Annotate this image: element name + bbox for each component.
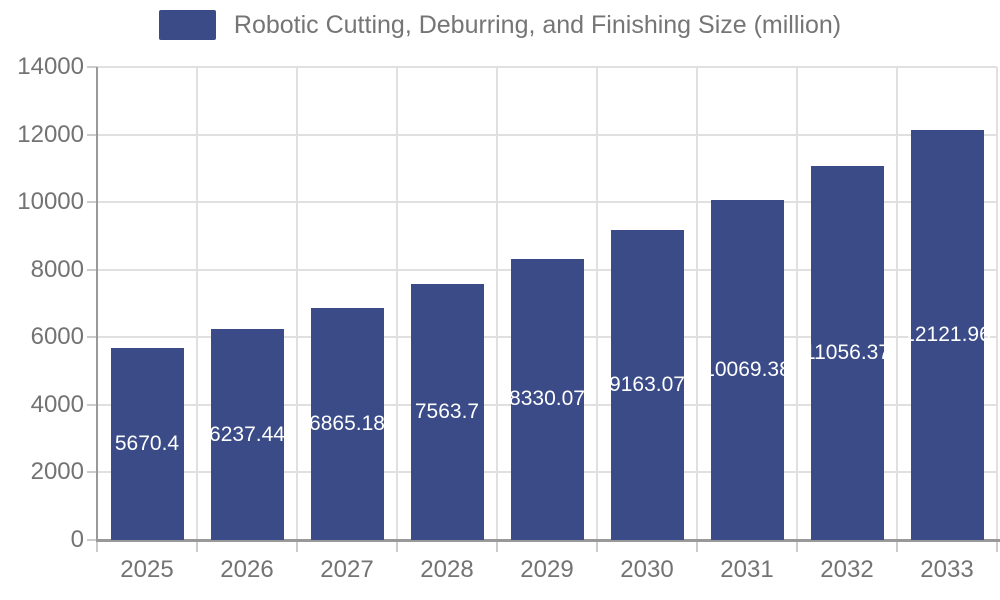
bar-2027[interactable]: 6865.18 (309, 308, 385, 540)
x-axis-tick (696, 540, 698, 552)
gridline-vertical (696, 67, 698, 540)
x-axis-line (96, 539, 1000, 542)
bar-value-label: 9163.07 (609, 373, 685, 397)
x-axis-label: 2030 (620, 556, 674, 583)
x-axis-label: 2025 (120, 556, 174, 583)
x-axis-label: 2032 (820, 556, 874, 583)
bar-value-label: 11056.37 (803, 341, 891, 365)
x-axis-tick (896, 540, 898, 552)
gridline-vertical (496, 67, 498, 540)
y-axis-label: 0 (70, 526, 84, 553)
bar-2025[interactable]: 5670.4 (110, 348, 184, 540)
bar-value-label: 10069.38 (703, 357, 791, 381)
x-axis-label: 2026 (220, 556, 274, 583)
x-axis-tick (596, 540, 598, 552)
gridline-vertical (396, 67, 398, 540)
y-axis-label: 14000 (17, 53, 84, 80)
y-axis-tick (87, 336, 97, 339)
y-axis-tick (87, 201, 97, 204)
x-axis-tick (996, 540, 998, 552)
bar-2028[interactable]: 7563.7 (410, 284, 484, 540)
bar-2026[interactable]: 6237.44 (209, 329, 285, 540)
y-axis-label: 8000 (30, 255, 84, 283)
gridline-vertical (896, 67, 898, 540)
x-axis-tick (496, 540, 498, 552)
bar-value-label: 12121.96 (903, 323, 991, 347)
y-axis-tick (87, 268, 97, 271)
gridline-vertical (596, 67, 598, 540)
y-axis-label: 12000 (17, 120, 84, 148)
gridline-horizontal (97, 201, 997, 204)
gridline-vertical (196, 67, 198, 540)
y-axis-line (96, 67, 98, 540)
x-axis-label: 2029 (520, 556, 574, 583)
x-axis-tick (96, 540, 98, 552)
legend-label: Robotic Cutting, Deburring, and Finishin… (233, 11, 842, 39)
x-axis-tick (196, 540, 198, 552)
y-axis-tick (87, 66, 97, 68)
bar-2032[interactable]: 11056.37 (804, 166, 890, 540)
gridline-vertical (296, 67, 298, 540)
x-axis-tick (396, 540, 398, 552)
x-axis-label: 2027 (320, 556, 374, 583)
gridline-vertical (796, 67, 798, 540)
bar-value-label: 6865.18 (309, 412, 385, 436)
x-axis-label: 2028 (420, 556, 474, 583)
bar-2030[interactable]: 9163.07 (609, 230, 685, 540)
x-axis-tick (296, 540, 298, 552)
y-axis-tick (87, 403, 97, 406)
gridline-horizontal (97, 133, 997, 136)
x-axis-tick (796, 540, 798, 552)
legend-item[interactable]: Robotic Cutting, Deburring, and Finishin… (0, 10, 1000, 40)
bar-value-label: 8330.07 (509, 387, 585, 411)
y-axis-tick (87, 539, 97, 541)
bar-value-label: 5670.4 (114, 432, 180, 456)
bar-value-label: 6237.44 (209, 422, 285, 446)
y-axis-label: 4000 (30, 390, 84, 418)
y-axis-tick (87, 133, 97, 136)
bar-2029[interactable]: 8330.07 (509, 258, 585, 540)
bar-2031[interactable]: 10069.38 (703, 199, 791, 540)
bar-value-label: 7563.7 (414, 400, 480, 424)
y-axis-label: 10000 (17, 188, 84, 216)
legend-swatch-icon (158, 10, 216, 40)
x-axis-label: 2031 (720, 556, 774, 583)
y-axis-label: 2000 (30, 458, 84, 486)
bar-2033[interactable]: 12121.96 (903, 130, 991, 540)
y-axis-tick (87, 471, 97, 474)
gridline-vertical (996, 67, 998, 540)
gridline-horizontal (97, 66, 997, 68)
x-axis-label: 2033 (920, 556, 974, 583)
y-axis-label: 6000 (30, 323, 84, 351)
